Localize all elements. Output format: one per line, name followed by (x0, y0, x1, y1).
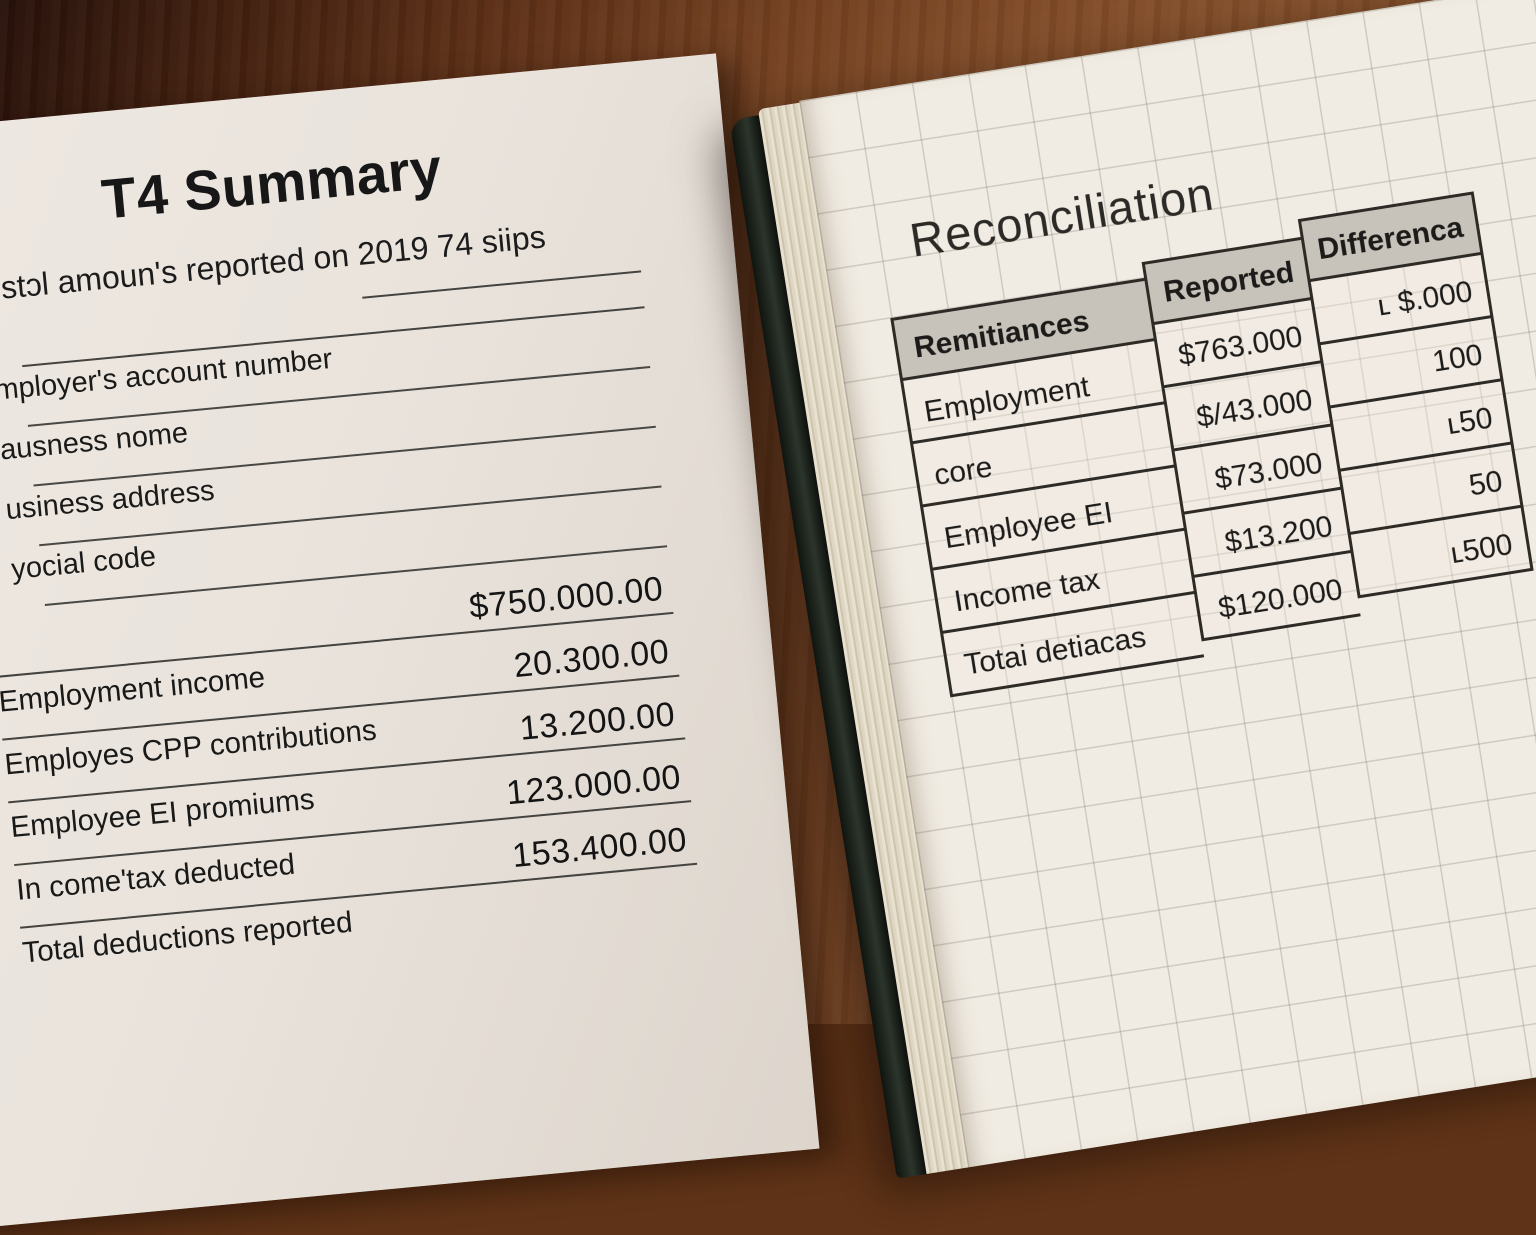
amount-value: 13.200.00 (518, 695, 677, 748)
reconciliation-notebook: Reconciliation Remitiances Employment core… (728, 0, 1536, 1179)
t4-summary-content: T4 Summary 'stɔl amoun's reported on 201… (0, 53, 798, 1003)
amount-value: 20.300.00 (512, 632, 671, 686)
t4-amounts-section: $750.000.00 20.300.00 Employment income 13.… (0, 551, 703, 989)
t4-summary-paper: T4 Summary 'stɔl amoun's reported on 201… (0, 53, 820, 1235)
t4-summary-title: T4 Summary (98, 135, 445, 231)
subtitle-rule-line (362, 270, 642, 299)
reconciliation-table: Remitiances Employment core Employee EI Inco… (890, 191, 1536, 698)
t4-summary-subtitle: 'stɔl amoun's reported on 2019 74 siips (0, 218, 548, 307)
